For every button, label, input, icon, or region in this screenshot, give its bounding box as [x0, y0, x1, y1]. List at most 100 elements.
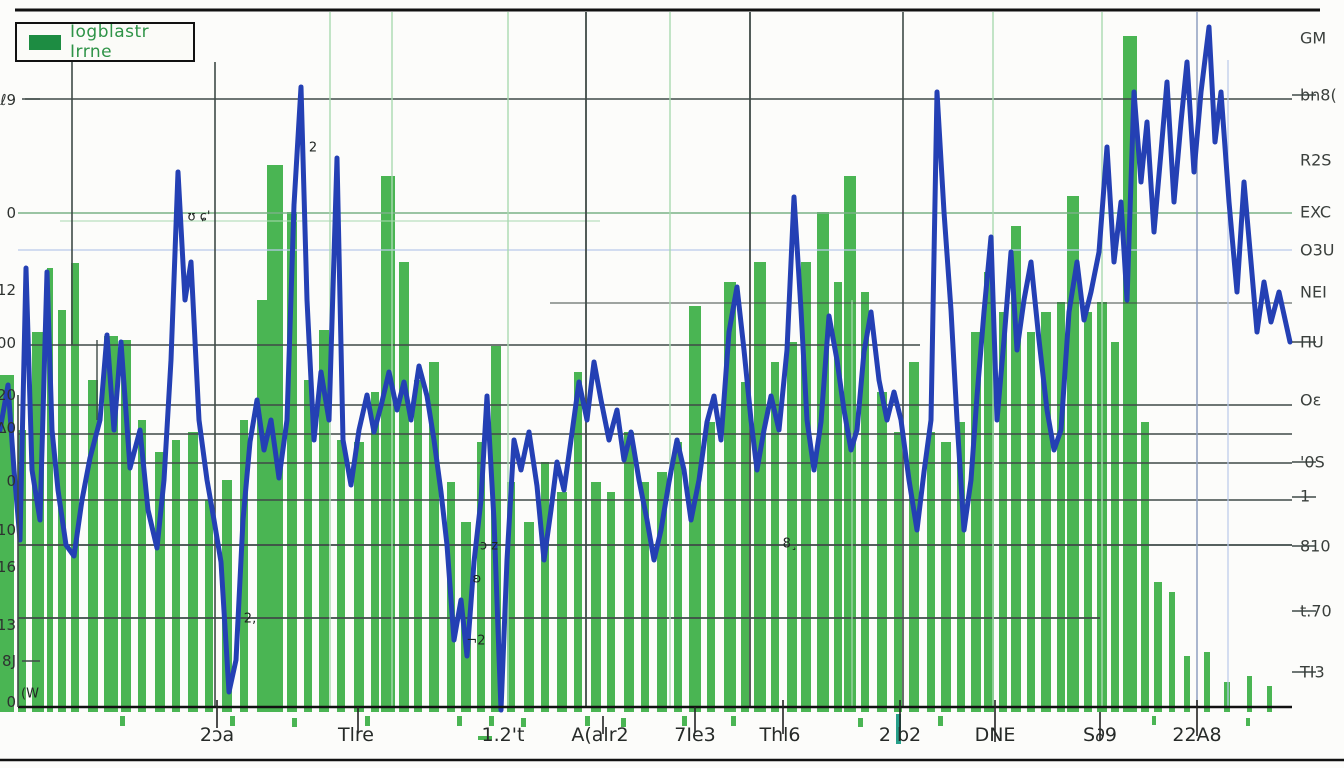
x-axis-tick-label: Tlre [338, 724, 374, 746]
bottom-tick [292, 718, 297, 727]
green-bar [429, 362, 439, 712]
green-bar [1057, 302, 1065, 712]
y-axis-right-tick-label: O3U [1300, 240, 1335, 260]
green-bar [155, 452, 165, 712]
y-axis-right-tick-label: 810 [1300, 536, 1331, 556]
y-axis-left-tick-label: 8J [2, 652, 16, 670]
green-bar [1111, 342, 1119, 712]
green-bar [741, 382, 749, 712]
green-bar [319, 330, 329, 712]
bottom-tick [120, 716, 125, 726]
green-bar [354, 442, 364, 712]
x-axis-tick-label: Thl6 [759, 724, 801, 746]
y-axis-right-tick-label: GM [1300, 28, 1327, 48]
green-bar [894, 432, 902, 712]
green-bar [877, 392, 887, 712]
x-axis-tick-label: 22A8 [1172, 724, 1222, 746]
green-bar [257, 300, 267, 712]
green-bar [771, 362, 779, 712]
green-bar [1169, 592, 1175, 712]
y-axis-left-tick-label: 12 [0, 281, 16, 299]
green-bar [557, 492, 567, 712]
green-bar [304, 380, 312, 712]
chart-annotation: 2, [243, 611, 257, 627]
bottom-tick [731, 716, 736, 726]
green-bar [641, 482, 649, 712]
blue-line-series [0, 24, 1293, 713]
green-bar [1247, 676, 1252, 712]
green-bar [574, 372, 582, 712]
green-bar [1141, 422, 1149, 712]
green-bar [909, 362, 919, 712]
green-bar [801, 262, 811, 712]
green-bar [1204, 652, 1210, 712]
chart-annotation: (W [21, 686, 39, 702]
y-axis-right-tick-label: ΠU [1300, 332, 1324, 352]
bottom-tick [621, 718, 626, 727]
bottom-tick [896, 714, 901, 744]
green-bar [999, 312, 1007, 712]
green-bar [88, 380, 98, 712]
y-axis-left-tick-label: Δ0 [0, 419, 16, 437]
green-bar [657, 472, 667, 712]
y-axis-left-tick-label: 10 [0, 521, 16, 539]
green-bar [817, 212, 829, 712]
green-bar [287, 212, 297, 712]
y-axis-right-tick-label: TI3 [1300, 662, 1325, 682]
green-bar [461, 522, 471, 712]
green-bar [607, 492, 615, 712]
green-bar [138, 420, 146, 712]
y-axis-right-tick-label: EXC [1300, 202, 1332, 222]
x-axis-tick-label: 2ɔa [199, 724, 235, 746]
green-bar [957, 422, 965, 712]
green-bar [707, 422, 715, 712]
green-bar [399, 262, 409, 712]
chart-annotation: ʊ ɕ' [187, 209, 211, 225]
green-bar [927, 432, 935, 712]
y-axis-left-tick-label: 20 [0, 386, 16, 404]
green-bar [1154, 582, 1162, 712]
bottom-tick [230, 716, 235, 726]
green-bar [591, 482, 601, 712]
green-bar [787, 342, 797, 712]
y-axis-left-tick-label: 0 [6, 204, 16, 222]
green-bar [1084, 312, 1092, 712]
y-axis-right-tick-label: 1 [1300, 486, 1311, 506]
chart-annotation: 8¸ [782, 536, 798, 552]
green-bar [1123, 36, 1137, 712]
green-bar [984, 272, 994, 712]
y-axis-left-tick-label: 13 [0, 616, 16, 634]
green-bar [834, 282, 842, 712]
legend-label: Iogblastr Irrne [70, 22, 150, 62]
x-axis-tick-label: 2 b2 [878, 724, 922, 746]
green-bar [222, 480, 232, 712]
x-axis-tick-label: 7Ie3 [674, 724, 716, 746]
green-bar [861, 292, 869, 712]
bottom-tick [521, 718, 526, 727]
bottom-tick [682, 716, 687, 726]
y-axis-left-tick-label: ℓ9 [0, 91, 16, 109]
chart-legend: Iogblastr Irrne [15, 22, 195, 62]
green-bar [71, 263, 79, 712]
green-bar [172, 440, 180, 712]
green-bar [624, 432, 634, 712]
x-axis-tick-label: 1.2't [481, 724, 525, 746]
chart-annotation: ɔ z [479, 538, 499, 554]
y-axis-left-tick-label: 0 [6, 693, 16, 711]
green-bar [18, 430, 26, 712]
y-axis-right-tick-label: t.70 [1300, 601, 1332, 621]
green-bar [754, 262, 766, 712]
green-bar [507, 482, 515, 712]
bottom-tick [858, 718, 863, 727]
green-bar [381, 176, 395, 712]
bottom-tick [489, 716, 494, 726]
green-bar [240, 420, 248, 712]
green-bar [477, 442, 485, 712]
green-bar [541, 462, 549, 712]
bottom-tick [585, 716, 590, 726]
y-axis-left-tick-label: 16 [0, 558, 16, 576]
green-bar [1011, 226, 1021, 712]
chart-annotation: ¬2 [466, 633, 486, 649]
